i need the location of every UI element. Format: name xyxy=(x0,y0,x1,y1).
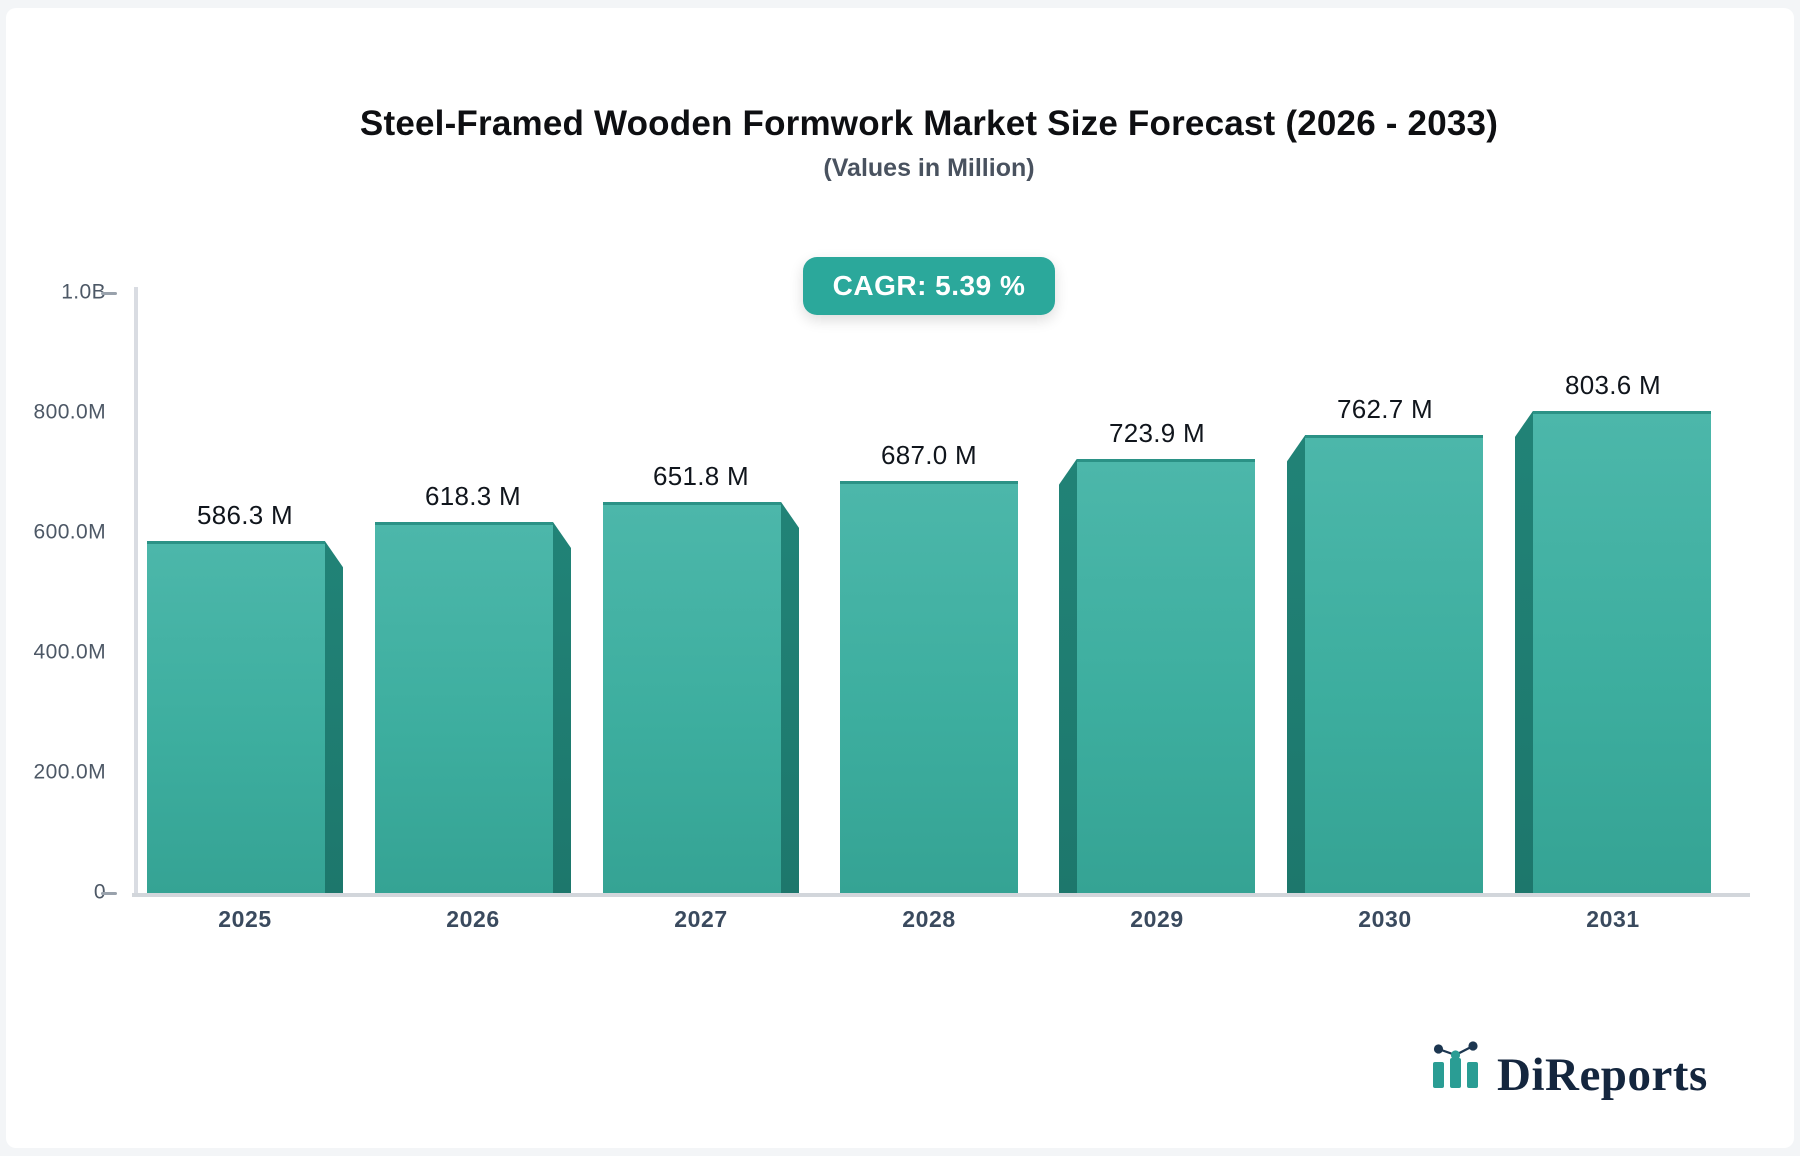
bar-shaded-side xyxy=(1515,410,1533,893)
bar-value-label: 803.6 M xyxy=(1564,369,1662,400)
bar-shaded-side xyxy=(1287,435,1305,893)
bar-shaded-side xyxy=(1059,458,1077,893)
plot-columns: 586.3 M 2025 618.3 M 2026 651.8 M 2027 687.0 M… xyxy=(131,293,1727,932)
x-axis-label: 2028 xyxy=(902,906,956,932)
y-axis-line xyxy=(134,287,138,897)
bar-face xyxy=(375,522,553,893)
bar-2027[interactable] xyxy=(603,501,799,893)
bar-shaded-side xyxy=(325,541,343,893)
cagr-badge: CAGR: 5.39 % xyxy=(802,257,1056,315)
bar-value-label: 651.8 M xyxy=(652,460,750,491)
bar-column: 687.0 M 2028 xyxy=(815,293,1043,932)
bar-2026[interactable] xyxy=(375,522,571,893)
y-tick-label: 200.0M xyxy=(33,760,106,784)
logo-text: DiReports xyxy=(1497,1048,1708,1101)
x-axis-label: 2025 xyxy=(218,906,272,932)
bar-column: 586.3 M 2025 xyxy=(131,293,359,932)
x-axis-label: 2027 xyxy=(674,906,728,932)
bar-face xyxy=(603,501,781,893)
bar-column: 618.3 M 2026 xyxy=(359,293,587,932)
direports-logo[interactable]: DiReports xyxy=(1430,1038,1708,1101)
bar-face xyxy=(840,480,1018,893)
bar-face xyxy=(1533,410,1711,893)
bar-column: 803.6 M 2031 xyxy=(1499,293,1727,932)
bar-face xyxy=(1305,435,1483,893)
x-axis-label: 2029 xyxy=(1130,906,1184,932)
chart-card: Steel-Framed Wooden Formwork Market Size… xyxy=(6,8,1794,1148)
bar-value-label: 687.0 M xyxy=(880,439,978,470)
bar-value-label: 618.3 M xyxy=(424,481,522,512)
bar-shaded-side xyxy=(553,522,571,893)
bar-value-label: 586.3 M xyxy=(196,500,294,531)
page-title: Steel-Framed Wooden Formwork Market Size… xyxy=(359,104,1499,143)
bar-column: 723.9 M 2029 xyxy=(1043,293,1271,932)
y-tick-label: 800.0M xyxy=(33,400,106,424)
y-tick-mark xyxy=(101,892,117,895)
bar-2031[interactable] xyxy=(1515,410,1711,893)
bar-value-label: 723.9 M xyxy=(1108,417,1206,448)
bar-shaded-side xyxy=(781,501,799,893)
x-axis-line xyxy=(132,893,1750,897)
bar-face xyxy=(1077,458,1255,893)
y-tick-label: 0 xyxy=(93,880,106,904)
cagr-badge-row: CAGR: 5.39 % xyxy=(52,257,1800,315)
bar-2028[interactable] xyxy=(831,480,1027,893)
bar-column: 762.7 M 2030 xyxy=(1271,293,1499,932)
x-axis-label: 2026 xyxy=(446,906,500,932)
y-axis: 1.0B 800.0M 600.0M 400.0M 200.0M 0 xyxy=(6,281,126,904)
y-tick-label: 400.0M xyxy=(33,640,106,664)
bar-2025[interactable] xyxy=(147,541,343,893)
bar-value-label: 762.7 M xyxy=(1336,394,1434,425)
bar-column: 651.8 M 2027 xyxy=(587,293,815,932)
chart-subtitle: (Values in Million) xyxy=(823,154,1035,182)
y-tick-label: 600.0M xyxy=(33,520,106,544)
bar-2029[interactable] xyxy=(1059,458,1255,893)
x-axis-label: 2030 xyxy=(1358,906,1412,932)
bar-face xyxy=(147,541,325,893)
x-axis-label: 2031 xyxy=(1586,906,1640,932)
mini-bar-chart-icon xyxy=(1430,1038,1488,1097)
y-tick-label: 1.0B xyxy=(61,280,106,304)
y-tick-mark xyxy=(101,292,117,295)
bar-2030[interactable] xyxy=(1287,435,1483,893)
